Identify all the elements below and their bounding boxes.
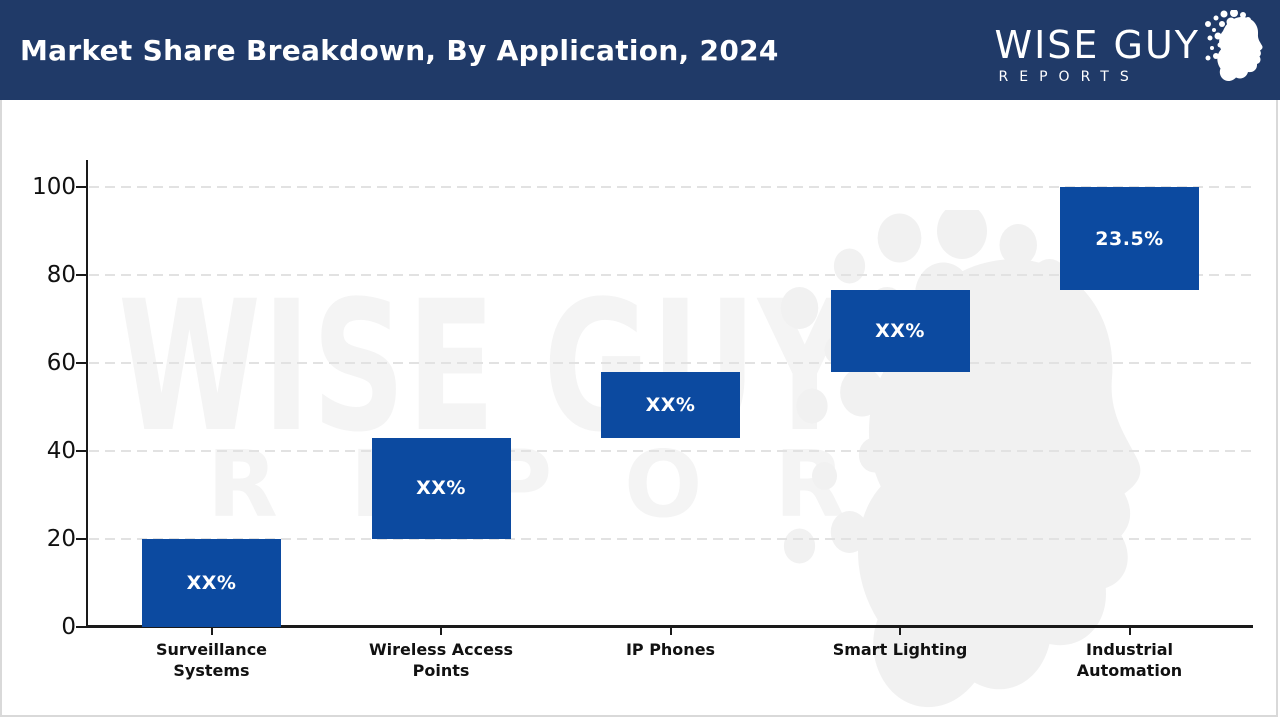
y-tick <box>76 186 86 188</box>
x-axis-label: Smart Lighting <box>832 640 968 659</box>
bar-value-label: 23.5% <box>1095 227 1164 250</box>
y-tick-label: 40 <box>46 438 76 464</box>
gridline <box>89 274 1253 276</box>
bar-industrial-automation: 23.5% <box>1060 187 1199 291</box>
x-tick <box>1128 628 1131 635</box>
x-tick <box>210 628 213 635</box>
bar-value-label: XX% <box>645 393 696 416</box>
y-tick <box>76 626 86 628</box>
bar-value-label: XX% <box>875 320 925 343</box>
header-bar: Market Share Breakdown, By Application, … <box>0 0 1280 100</box>
bar-value-label: XX% <box>186 572 237 594</box>
bar-value-label: XX% <box>416 477 466 500</box>
y-tick <box>76 450 86 452</box>
x-axis-label: Surveillance Systems <box>155 640 268 680</box>
y-tick <box>76 538 86 540</box>
bar-ip-phones: XX% <box>601 371 740 438</box>
brand-logo: WISE GUY REPORTS <box>995 10 1266 90</box>
y-tick-label: 100 <box>32 174 76 200</box>
page-title: Market Share Breakdown, By Application, … <box>20 33 779 67</box>
y-tick-label: 80 <box>46 262 76 288</box>
logo-wordmark: WISE GUY <box>994 23 1200 67</box>
x-tick <box>899 628 901 635</box>
y-tick <box>76 362 86 364</box>
x-tick <box>440 628 442 635</box>
x-axis-label: Industrial Automation <box>1076 640 1183 680</box>
logo-face-icon <box>1205 10 1263 82</box>
x-tick <box>669 628 672 635</box>
y-tick-label: 60 <box>46 350 76 376</box>
gridline <box>89 186 1253 188</box>
bar-smart-lighting: XX% <box>830 290 970 372</box>
x-axis-line <box>86 625 1253 628</box>
gridline <box>89 538 1253 540</box>
gridline <box>89 362 1253 364</box>
y-tick-label: 0 <box>61 614 76 640</box>
logo-subtext: REPORTS <box>998 69 1140 85</box>
bar-surveillance-systems: XX% <box>142 539 281 627</box>
gridline <box>89 450 1253 452</box>
y-axis-line <box>86 160 88 627</box>
bar-wireless-access-points: XX% <box>371 437 511 539</box>
x-axis-label: Wireless Access Points <box>368 640 514 680</box>
x-axis-label: IP Phones <box>625 640 716 659</box>
y-tick-label: 20 <box>46 526 76 552</box>
y-tick <box>76 274 86 276</box>
